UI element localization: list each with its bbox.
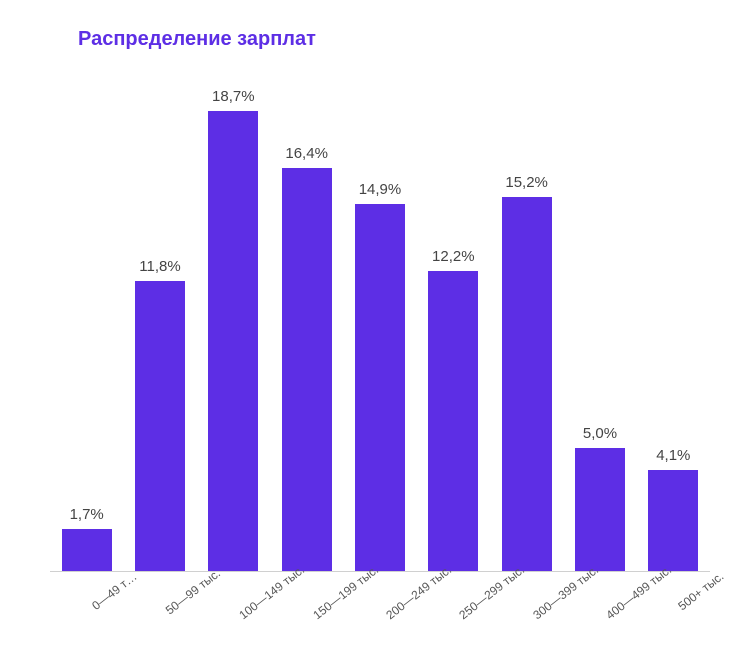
bar-value-label: 18,7% — [212, 88, 255, 105]
bar — [502, 197, 552, 571]
bar-slot: 4,1% — [637, 81, 710, 571]
bar-value-label: 11,8% — [139, 258, 180, 275]
x-axis-labels: 0—49 т… 50—99 тыс. 100—149 тыс. 150—199 … — [50, 571, 710, 651]
bar — [282, 168, 332, 571]
bar-value-label: 1,7% — [70, 506, 104, 523]
bar-slot: 18,7% — [197, 81, 270, 571]
bar-slot: 16,4% — [270, 81, 343, 571]
x-label-slot: 400—499 тыс. — [563, 571, 636, 651]
bar-value-label: 5,0% — [583, 425, 617, 442]
bar-slot: 5,0% — [563, 81, 636, 571]
x-label-slot: 100—149 тыс. — [197, 571, 270, 651]
bar — [575, 448, 625, 571]
bar-slot: 12,2% — [417, 81, 490, 571]
bar — [648, 470, 698, 571]
bar-value-label: 12,2% — [432, 248, 475, 265]
x-label-slot: 250—299 тыс. — [417, 571, 490, 651]
bar — [62, 529, 112, 571]
bar-value-label: 4,1% — [656, 447, 690, 464]
x-label-slot: 150—199 тыс. — [270, 571, 343, 651]
x-label-slot: 500+ тыс. — [637, 571, 710, 651]
bar — [428, 271, 478, 571]
x-label-slot: 50—99 тыс. — [123, 571, 196, 651]
bars-group: 1,7% 11,8% 18,7% 16,4% 14,9% 12,2% — [50, 81, 710, 571]
chart-title: Распределение зарплат — [78, 28, 715, 51]
bar-value-label: 14,9% — [359, 181, 402, 198]
chart-plot-area: 1,7% 11,8% 18,7% 16,4% 14,9% 12,2% — [50, 81, 710, 571]
chart-container: Распределение зарплат 1,7% 11,8% 18,7% 1… — [0, 0, 735, 670]
bar — [135, 281, 185, 571]
bar-value-label: 15,2% — [505, 174, 548, 191]
x-label-slot: 0—49 т… — [50, 571, 123, 651]
x-axis-label: 500+ тыс. — [676, 569, 727, 613]
bar-slot: 14,9% — [343, 81, 416, 571]
bar — [355, 204, 405, 571]
bar-slot: 1,7% — [50, 81, 123, 571]
bar — [208, 111, 258, 571]
bar-value-label: 16,4% — [285, 145, 328, 162]
x-label-slot: 300—399 тыс. — [490, 571, 563, 651]
x-label-slot: 200—249 тыс. — [343, 571, 416, 651]
bar-slot: 15,2% — [490, 81, 563, 571]
bar-slot: 11,8% — [123, 81, 196, 571]
